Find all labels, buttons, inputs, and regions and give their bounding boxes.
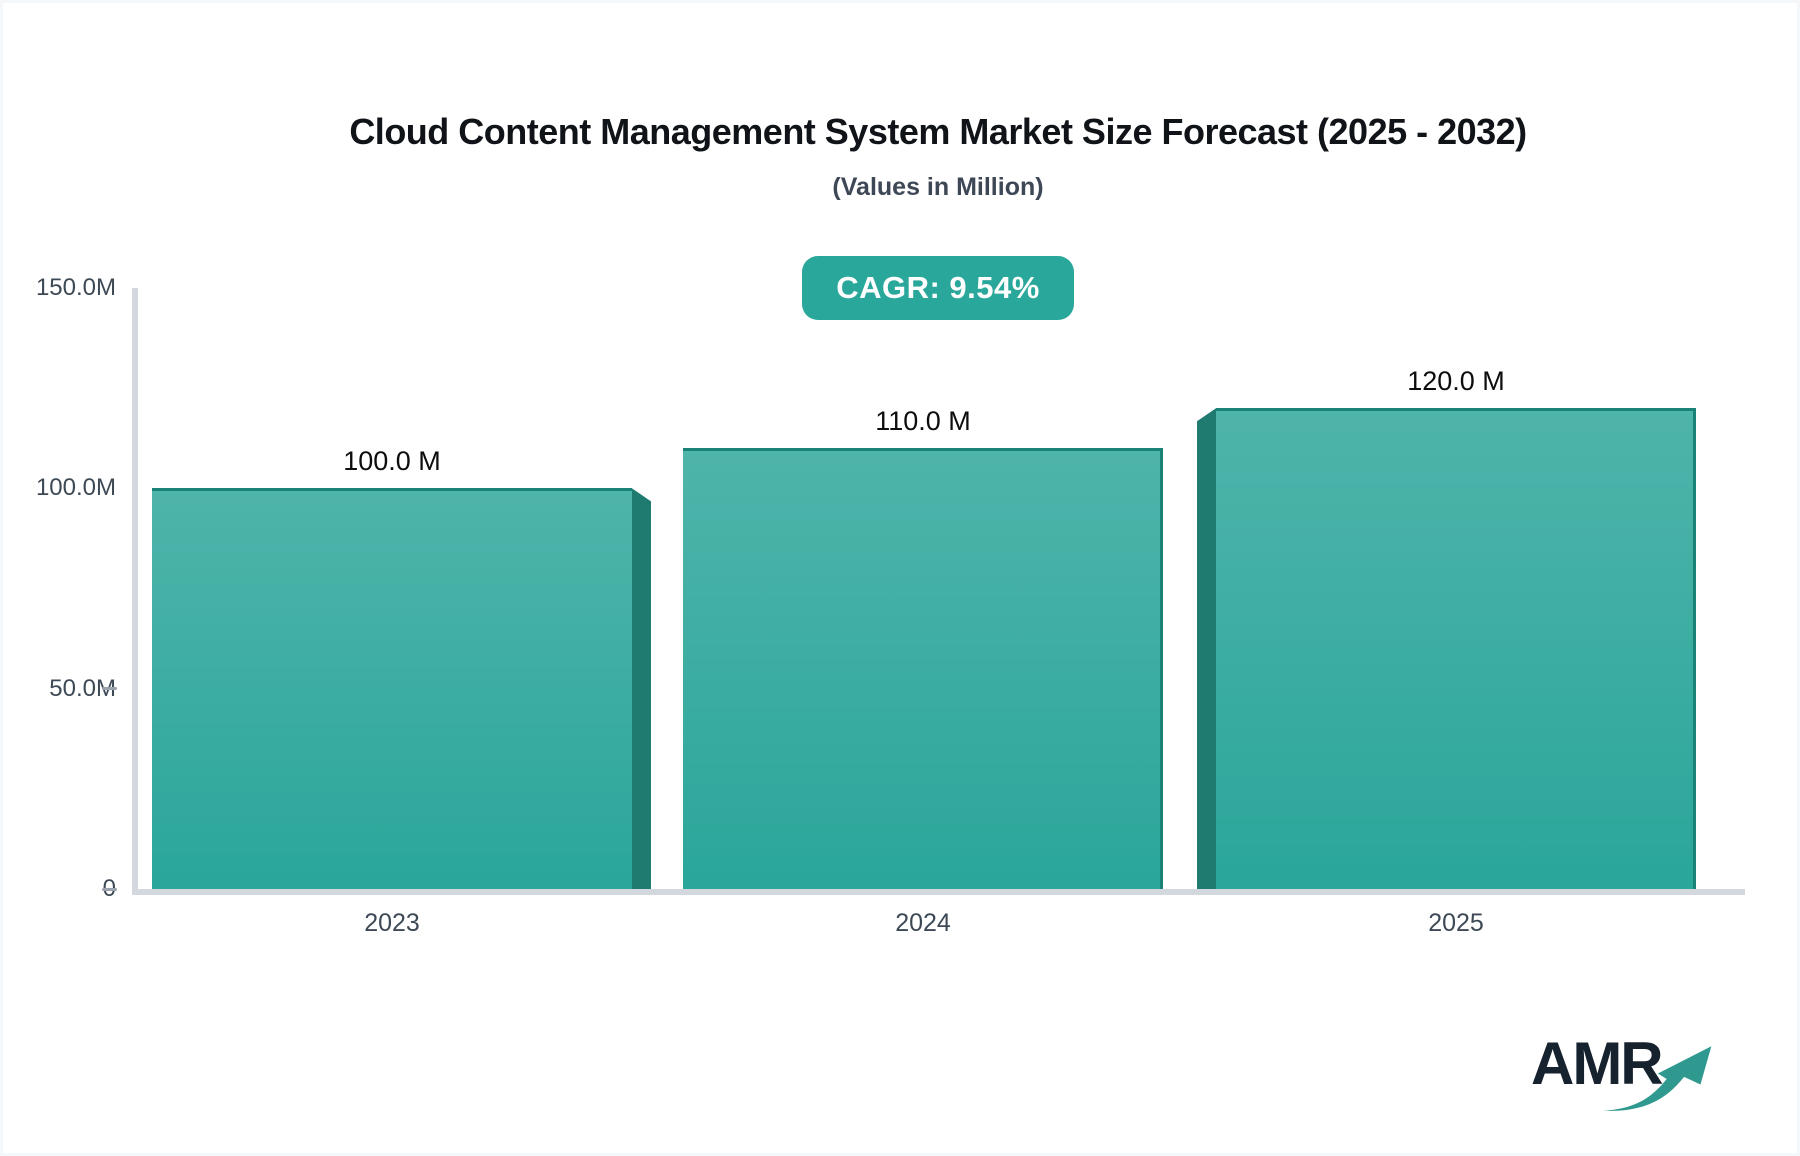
amr-logo: AMR	[1531, 1029, 1721, 1119]
x-axis-label-2023: 2023	[364, 909, 420, 937]
bar-2024	[683, 448, 1163, 889]
y-axis-tick	[102, 887, 117, 891]
y-axis-label-100.0M: 100.0M	[35, 474, 116, 502]
bar-2023	[152, 488, 632, 889]
y-axis-label-0: 0	[3, 873, 116, 905]
bar-2025	[1216, 408, 1696, 889]
amr-logo-text: AMR	[1531, 1030, 1664, 1097]
chart-title: Cloud Content Management System Market S…	[349, 111, 1527, 152]
y-axis-label-150.0M: 150.0M	[35, 274, 116, 301]
growth-arrow-icon	[1602, 1046, 1712, 1111]
x-axis-line	[132, 889, 1745, 895]
cagr-badge: CAGR: 9.54%	[802, 256, 1074, 320]
cagr-badge-row: CAGR: 9.54%	[131, 256, 1745, 320]
x-axis-label-2025: 2025	[1428, 909, 1484, 937]
bar-side-2025	[1197, 408, 1216, 889]
bar-value-label-2023: 100.0 M	[343, 446, 441, 477]
bar-value-label-2025: 120.0 M	[1407, 366, 1505, 397]
y-axis-tick	[102, 687, 117, 691]
y-axis-line	[132, 288, 138, 895]
y-axis-label-50.0M: 50.0M	[49, 674, 116, 702]
x-axis-label-2024: 2024	[895, 909, 951, 937]
bar-value-label-2024: 110.0 M	[875, 406, 971, 437]
bar-side-2023	[632, 488, 651, 889]
chart-subtitle: (Values in Million)	[832, 173, 1044, 201]
